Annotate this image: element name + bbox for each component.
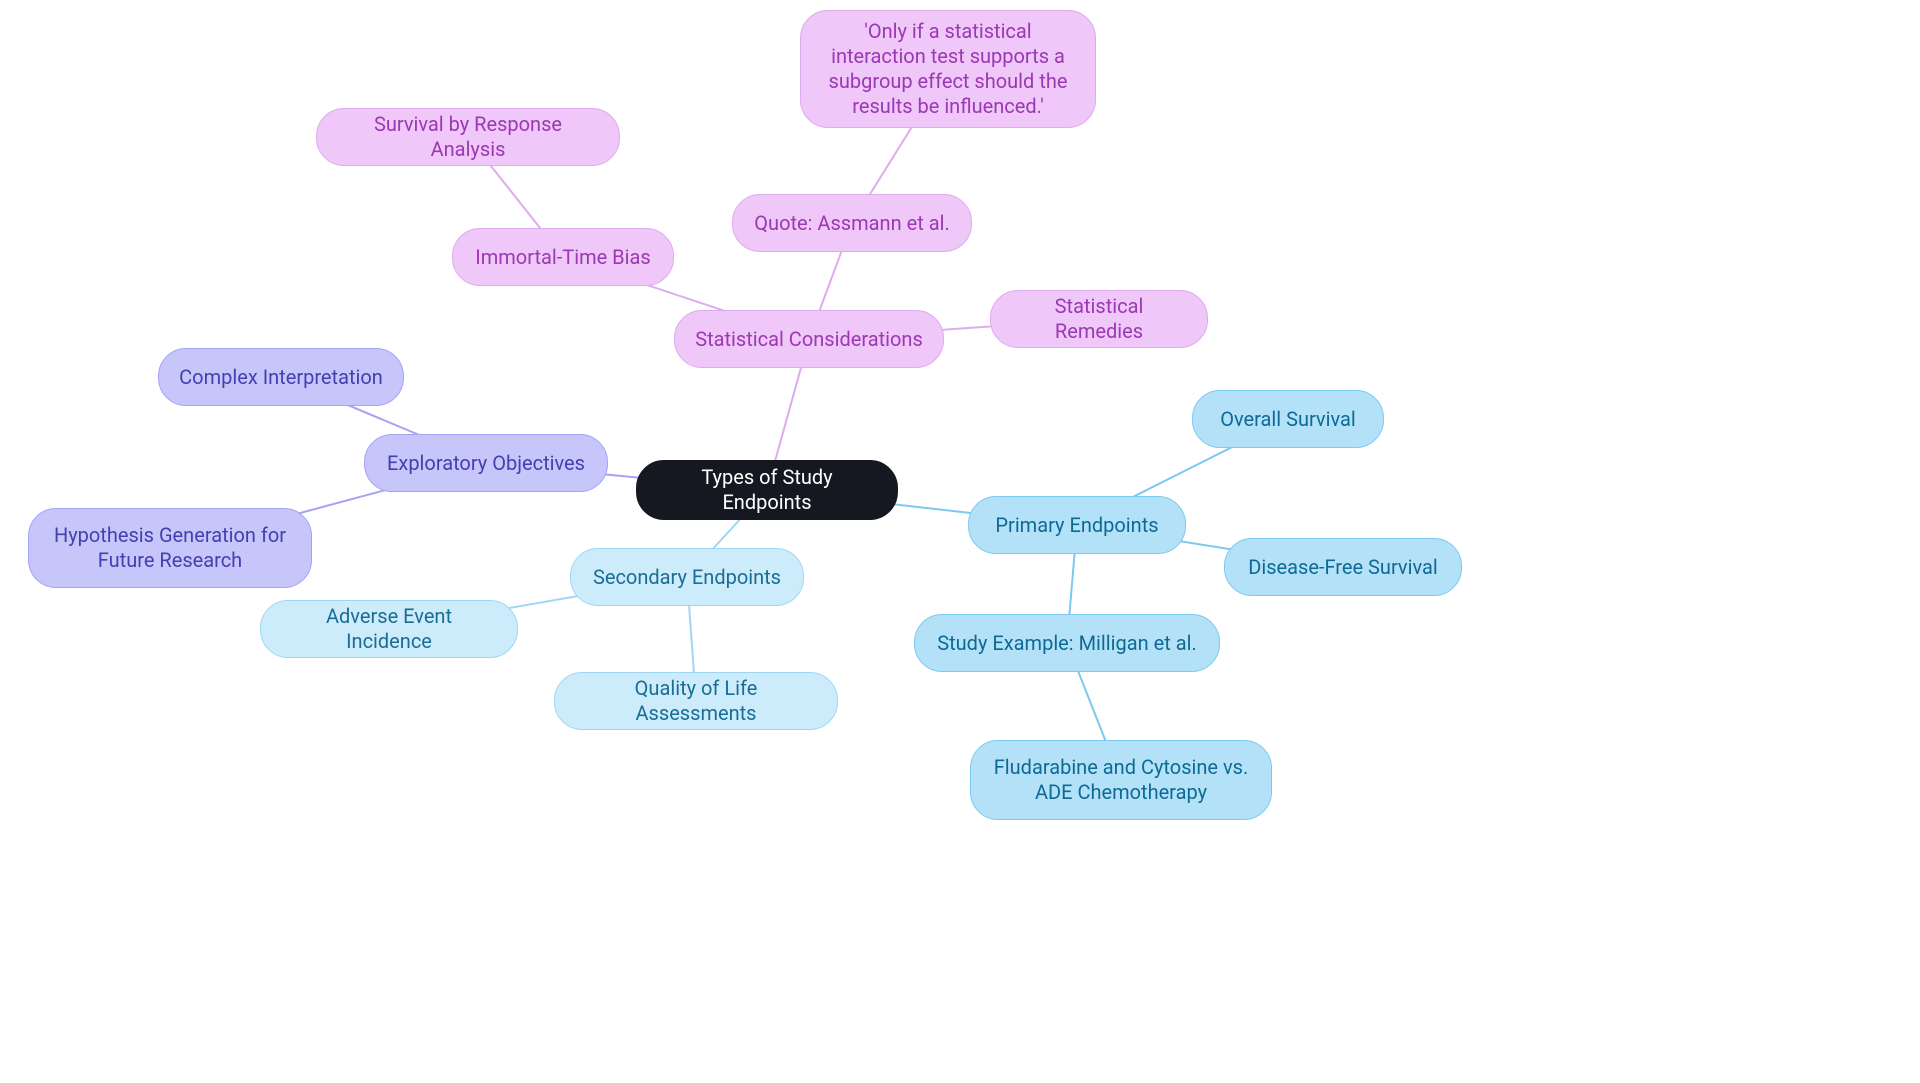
node-fludarabine: Fludarabine and Cytosine vs. ADE Chemoth…: [970, 740, 1272, 820]
node-root: Types of Study Endpoints: [636, 460, 898, 520]
node-quote_text: 'Only if a statistical interaction test …: [800, 10, 1096, 128]
node-primary: Primary Endpoints: [968, 496, 1186, 554]
node-stat: Statistical Considerations: [674, 310, 944, 368]
node-secondary: Secondary Endpoints: [570, 548, 804, 606]
node-complex: Complex Interpretation: [158, 348, 404, 406]
node-study_example: Study Example: Milligan et al.: [914, 614, 1220, 672]
mindmap-canvas: Types of Study Endpoints Primary Endpoint…: [0, 0, 1920, 1083]
node-hypothesis: Hypothesis Generation for Future Researc…: [28, 508, 312, 588]
node-overall_survival: Overall Survival: [1192, 390, 1384, 448]
node-remedies: Statistical Remedies: [990, 290, 1208, 348]
node-exploratory: Exploratory Objectives: [364, 434, 608, 492]
node-adverse: Adverse Event Incidence: [260, 600, 518, 658]
node-quote: Quote: Assmann et al.: [732, 194, 972, 252]
node-qol: Quality of Life Assessments: [554, 672, 838, 730]
node-immortal: Immortal-Time Bias: [452, 228, 674, 286]
node-survival_resp: Survival by Response Analysis: [316, 108, 620, 166]
node-disease_free: Disease-Free Survival: [1224, 538, 1462, 596]
